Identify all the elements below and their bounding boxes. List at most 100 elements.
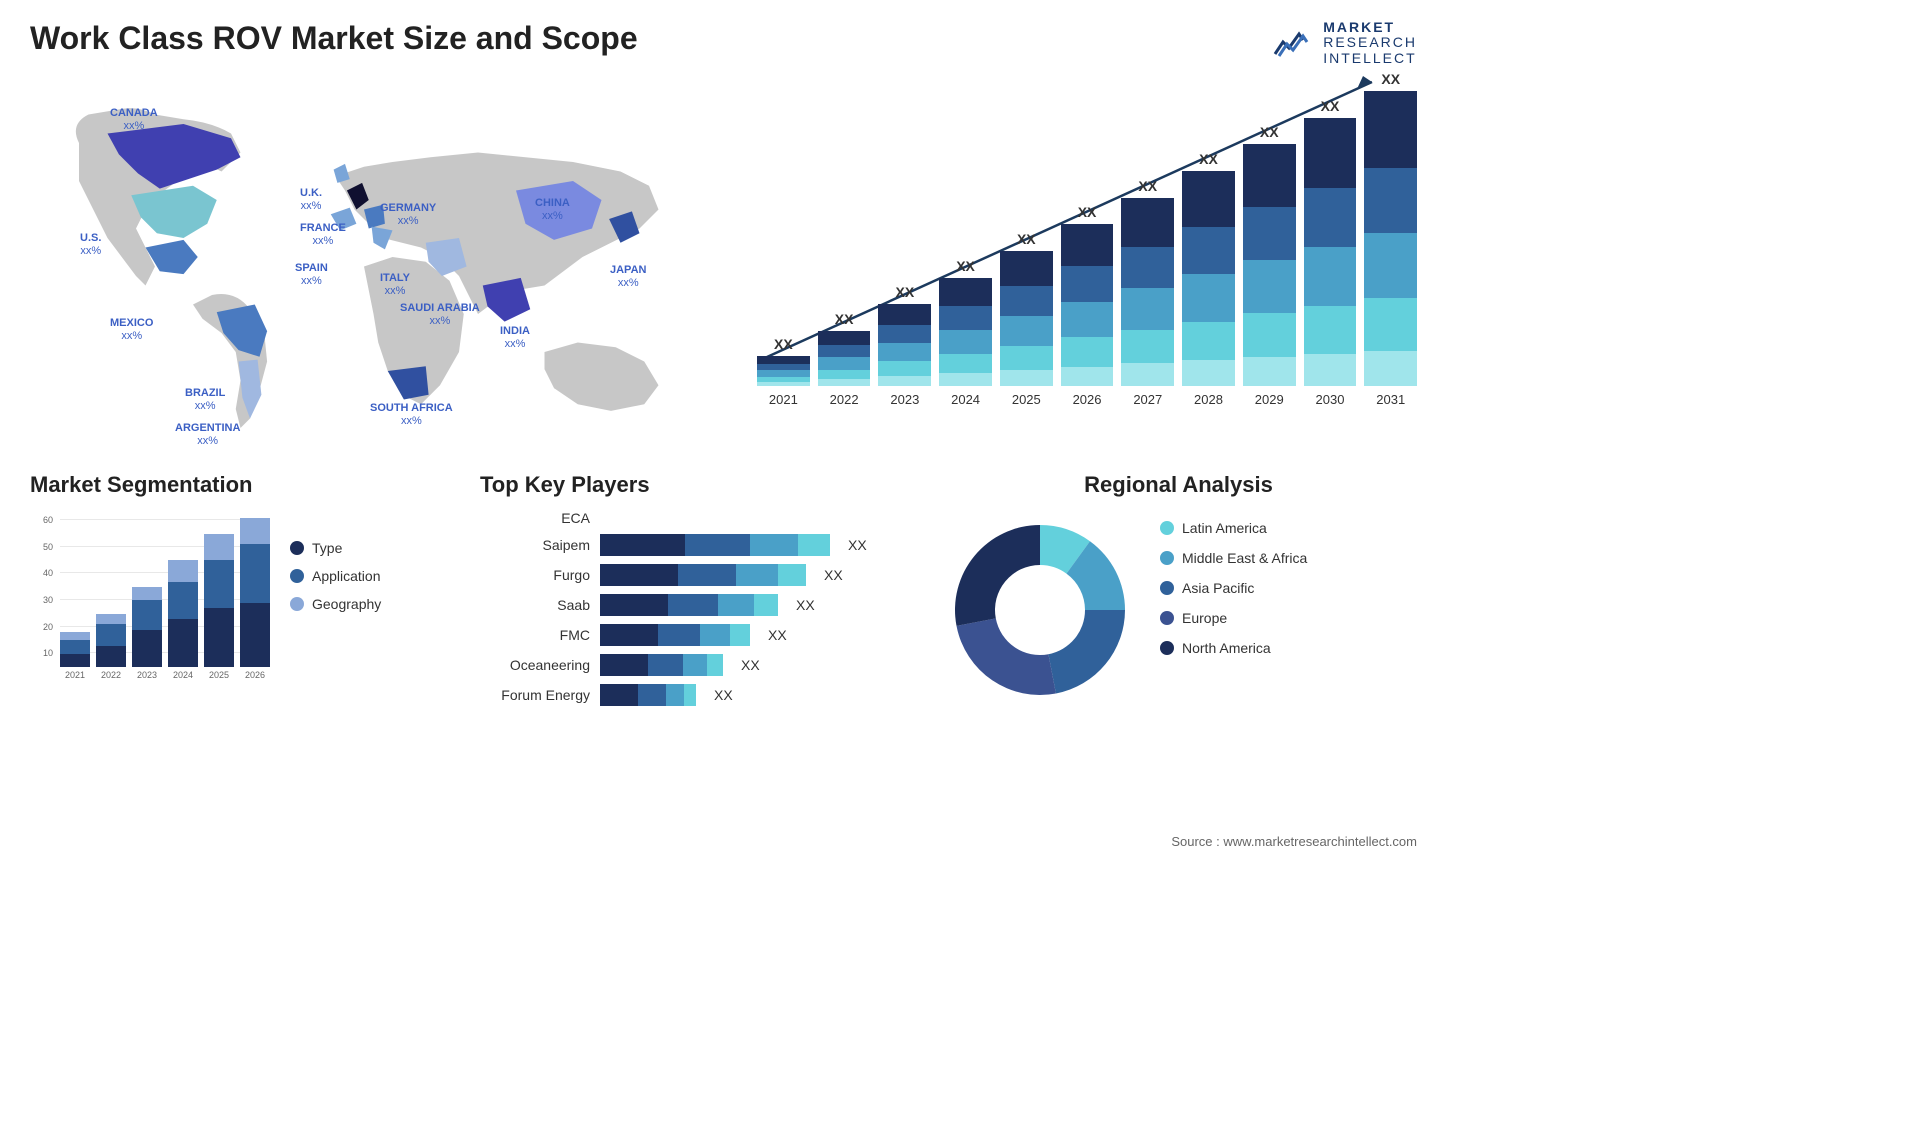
seg-year-label: 2022 xyxy=(101,670,121,680)
map-label: U.K.xx% xyxy=(300,187,322,213)
legend-item: Geography xyxy=(290,596,381,612)
regional-section: Regional Analysis Latin America Middle Ea… xyxy=(940,472,1417,710)
seg-year-label: 2023 xyxy=(137,670,157,680)
segmentation-legend: Type Application Geography xyxy=(290,510,381,700)
growth-year-label: 2026 xyxy=(1073,392,1102,407)
growth-value-label: XX xyxy=(1017,231,1036,247)
players-section: Top Key Players ECA Saipem XX Furgo XX Saab XX… xyxy=(480,472,910,710)
growth-year-label: 2031 xyxy=(1376,392,1405,407)
growth-value-label: XX xyxy=(1321,98,1340,114)
growth-bar: XX2023 xyxy=(878,284,931,407)
map-label: SPAINxx% xyxy=(295,262,328,288)
map-label: SAUDI ARABIAxx% xyxy=(400,302,480,328)
player-value: XX xyxy=(714,687,733,703)
player-name: Oceaneering xyxy=(480,657,590,673)
growth-value-label: XX xyxy=(835,311,854,327)
seg-year-label: 2026 xyxy=(245,670,265,680)
regional-legend: Latin America Middle East & Africa Asia Pa… xyxy=(1160,510,1307,710)
map-label: SOUTH AFRICAxx% xyxy=(370,402,453,428)
growth-value-label: XX xyxy=(1078,204,1097,220)
player-value: XX xyxy=(768,627,787,643)
growth-year-label: 2027 xyxy=(1133,392,1162,407)
player-name: FMC xyxy=(480,627,590,643)
logo-icon xyxy=(1273,28,1313,58)
segmentation-chart: 10 20 30 40 50 60 2021 2022 2023 2024 2025 2026 xyxy=(30,510,270,700)
growth-value-label: XX xyxy=(1199,151,1218,167)
seg-bar: 2022 xyxy=(96,614,126,680)
growth-bar: XX2022 xyxy=(818,311,871,407)
seg-bar: 2021 xyxy=(60,632,90,680)
segmentation-title: Market Segmentation xyxy=(30,472,450,498)
donut-slice xyxy=(1048,610,1125,693)
seg-bar: 2023 xyxy=(132,587,162,680)
donut-chart xyxy=(940,510,1140,710)
growth-bar: XX 2030 xyxy=(1304,98,1357,407)
legend-item: Application xyxy=(290,568,381,584)
growth-bar: XX2031 xyxy=(1364,71,1417,407)
growth-value-label: XX xyxy=(774,336,793,352)
growth-bar: XX 2028 xyxy=(1182,151,1235,407)
player-row: ECA xyxy=(480,510,910,526)
legend-item: Asia Pacific xyxy=(1160,580,1307,596)
logo-text-3: INTELLECT xyxy=(1323,51,1417,66)
seg-bar: 2024 xyxy=(168,560,198,680)
logo-text-2: RESEARCH xyxy=(1323,35,1417,50)
player-row: Forum Energy XX xyxy=(480,684,910,706)
map-label: BRAZILxx% xyxy=(185,387,225,413)
growth-year-label: 2023 xyxy=(890,392,919,407)
players-title: Top Key Players xyxy=(480,472,910,498)
growth-bar: XX 2024 xyxy=(939,258,992,407)
donut-slice xyxy=(955,525,1040,626)
seg-bar: 2026 xyxy=(240,518,270,680)
legend-item: Latin America xyxy=(1160,520,1307,536)
growth-year-label: 2028 xyxy=(1194,392,1223,407)
seg-ytick: 40 xyxy=(43,568,53,578)
seg-ytick: 60 xyxy=(43,515,53,525)
growth-year-label: 2021 xyxy=(769,392,798,407)
player-value: XX xyxy=(796,597,815,613)
growth-year-label: 2025 xyxy=(1012,392,1041,407)
seg-ytick: 10 xyxy=(43,648,53,658)
brand-logo: MARKET RESEARCH INTELLECT xyxy=(1273,20,1417,66)
regional-title: Regional Analysis xyxy=(940,472,1417,498)
growth-bar: XX 2026 xyxy=(1061,204,1114,407)
map-label: JAPANxx% xyxy=(610,264,646,290)
map-label: MEXICOxx% xyxy=(110,317,153,343)
legend-item: Type xyxy=(290,540,381,556)
legend-item: Europe xyxy=(1160,610,1307,626)
growth-bar: XX 2021 xyxy=(757,336,810,407)
seg-ytick: 30 xyxy=(43,595,53,605)
seg-ytick: 20 xyxy=(43,622,53,632)
segmentation-section: Market Segmentation 10 20 30 40 50 60 2021 202… xyxy=(30,472,450,710)
logo-text-1: MARKET xyxy=(1323,20,1417,35)
map-label: CHINAxx% xyxy=(535,197,570,223)
map-label: CANADAxx% xyxy=(110,107,158,133)
player-value: XX xyxy=(824,567,843,583)
seg-ytick: 50 xyxy=(43,542,53,552)
growth-year-label: 2024 xyxy=(951,392,980,407)
player-name: Furgo xyxy=(480,567,590,583)
growth-year-label: 2029 xyxy=(1255,392,1284,407)
player-name: Saab xyxy=(480,597,590,613)
player-row: Saab XX xyxy=(480,594,910,616)
player-name: ECA xyxy=(480,510,590,526)
player-row: Oceaneering XX xyxy=(480,654,910,676)
map-label: ARGENTINAxx% xyxy=(175,422,240,448)
source-text: Source : www.marketresearchintellect.com xyxy=(1171,834,1417,849)
seg-year-label: 2021 xyxy=(65,670,85,680)
legend-item: North America xyxy=(1160,640,1307,656)
growth-value-label: XX xyxy=(1260,124,1279,140)
growth-value-label: XX xyxy=(956,258,975,274)
player-value: XX xyxy=(741,657,760,673)
map-label: INDIAxx% xyxy=(500,325,530,351)
seg-year-label: 2024 xyxy=(173,670,193,680)
growth-year-label: 2030 xyxy=(1316,392,1345,407)
player-name: Saipem xyxy=(480,537,590,553)
player-name: Forum Energy xyxy=(480,687,590,703)
player-row: Saipem XX xyxy=(480,534,910,556)
map-label: FRANCExx% xyxy=(300,222,346,248)
player-row: Furgo XX xyxy=(480,564,910,586)
seg-year-label: 2025 xyxy=(209,670,229,680)
player-value: XX xyxy=(848,537,867,553)
legend-item: Middle East & Africa xyxy=(1160,550,1307,566)
